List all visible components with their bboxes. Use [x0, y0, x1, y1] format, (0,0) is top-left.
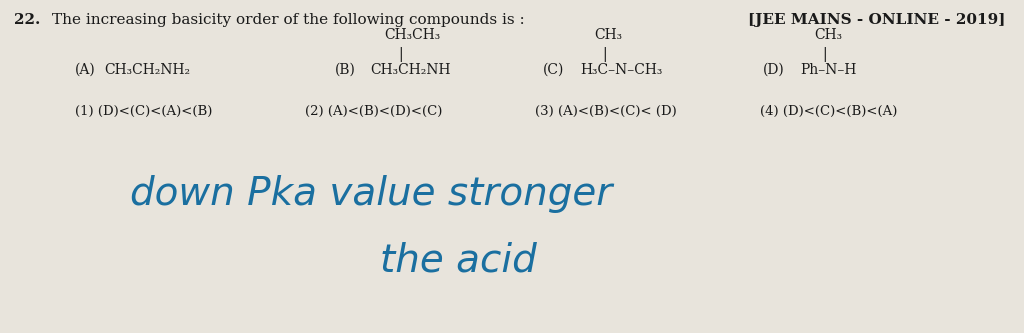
Text: (3) (A)<(B)<(C)< (D): (3) (A)<(B)<(C)< (D) — [535, 105, 677, 118]
Text: (4) (D)<(C)<(B)<(A): (4) (D)<(C)<(B)<(A) — [760, 105, 897, 118]
Text: [JEE MAINS - ONLINE - 2019]: [JEE MAINS - ONLINE - 2019] — [748, 13, 1005, 27]
Text: CH₃: CH₃ — [594, 28, 623, 42]
Text: CH₃CH₂NH: CH₃CH₂NH — [370, 63, 451, 77]
Text: CH₃CH₂NH₂: CH₃CH₂NH₂ — [104, 63, 190, 77]
Text: |: | — [822, 47, 826, 62]
Text: Ph–N–H: Ph–N–H — [800, 63, 856, 77]
Text: |: | — [398, 47, 402, 62]
Text: |: | — [602, 47, 606, 62]
Text: (B): (B) — [335, 63, 356, 77]
Text: The increasing basicity order of the following compounds is :: The increasing basicity order of the fol… — [52, 13, 524, 27]
Text: CH₃CH₃: CH₃CH₃ — [384, 28, 440, 42]
Text: 22.: 22. — [14, 13, 40, 27]
Text: (2) (A)<(B)<(D)<(C): (2) (A)<(B)<(D)<(C) — [305, 105, 442, 118]
Text: (D): (D) — [763, 63, 784, 77]
Text: (1) (D)<(C)<(A)<(B): (1) (D)<(C)<(A)<(B) — [75, 105, 212, 118]
Text: down Pka value stronger: down Pka value stronger — [130, 175, 612, 213]
Text: the acid: the acid — [380, 242, 537, 280]
Text: H₃C–N–CH₃: H₃C–N–CH₃ — [580, 63, 663, 77]
Text: (C): (C) — [543, 63, 564, 77]
Text: CH₃: CH₃ — [814, 28, 842, 42]
Text: (A): (A) — [75, 63, 96, 77]
